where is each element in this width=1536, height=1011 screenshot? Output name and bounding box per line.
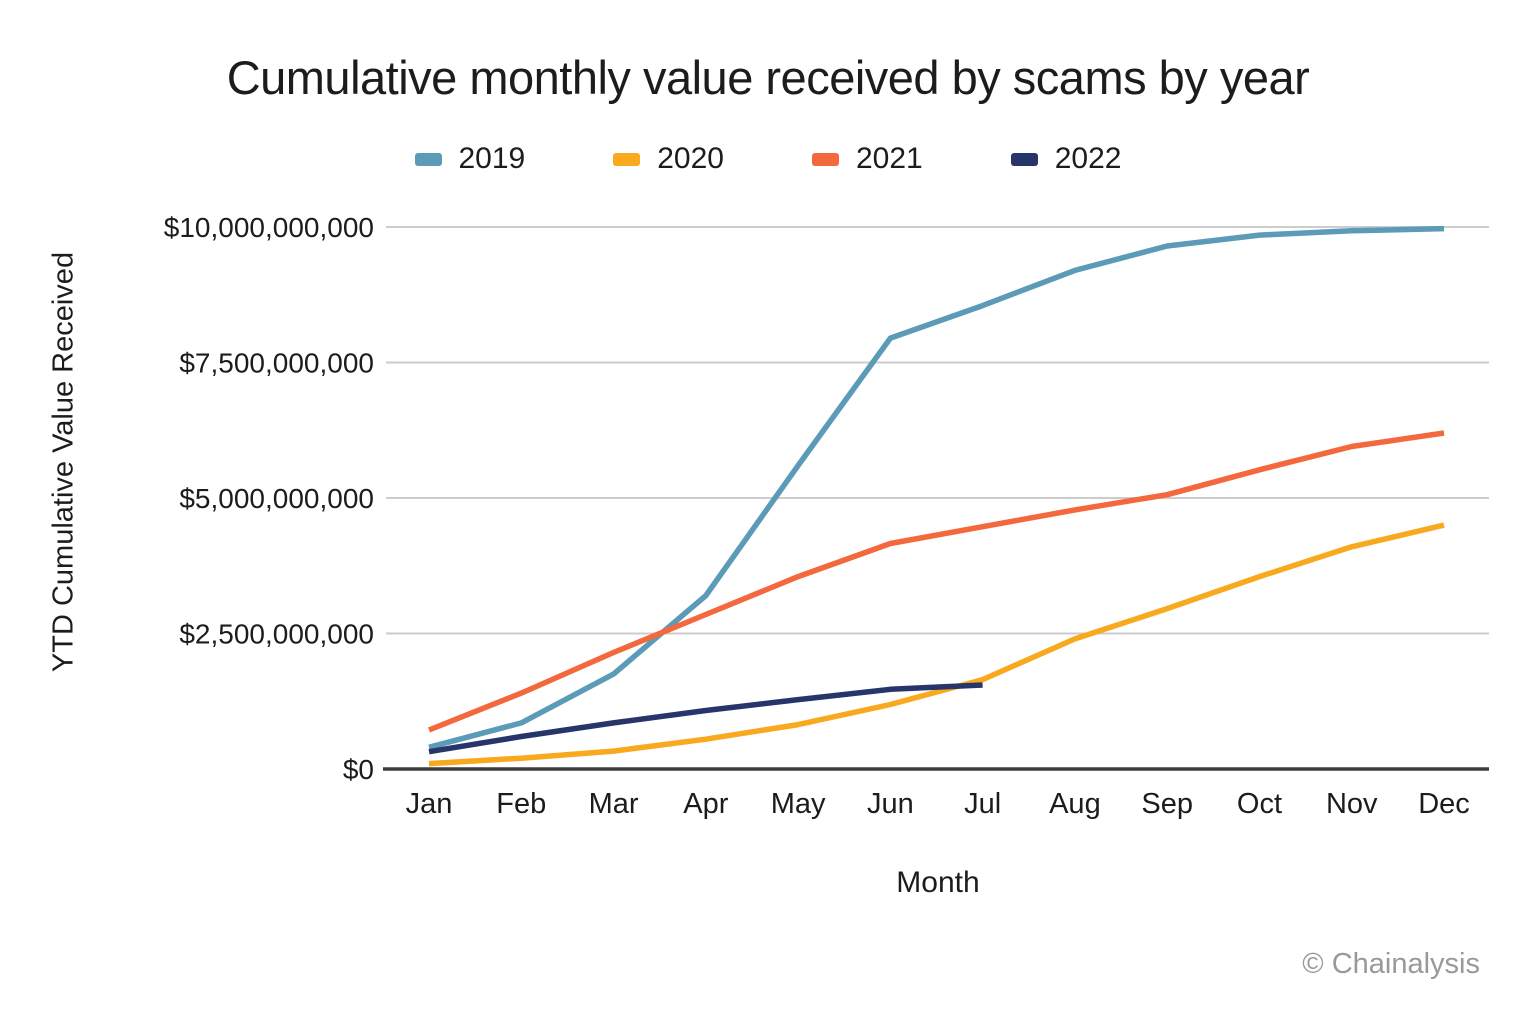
x-axis-title: Month bbox=[896, 866, 980, 899]
series-line-2020 bbox=[428, 522, 1445, 767]
legend-item-2020: 2020 bbox=[613, 142, 724, 176]
y-tick-label: $5,000,000,000 bbox=[179, 483, 374, 514]
legend-label-2020: 2020 bbox=[657, 142, 724, 175]
series-line-2022 bbox=[428, 682, 983, 755]
x-tick-label: May bbox=[771, 788, 826, 820]
y-tick-label: $7,500,000,000 bbox=[179, 348, 374, 379]
series-line-2021 bbox=[427, 430, 1445, 733]
x-tick-label: Jul bbox=[964, 788, 1001, 820]
legend-swatch-2021 bbox=[812, 152, 839, 166]
y-axis-title: YTD Cumulative Value Received bbox=[47, 251, 80, 673]
x-tick-label: Mar bbox=[589, 788, 639, 820]
x-tick-label: Oct bbox=[1237, 788, 1282, 820]
x-tick-label: Nov bbox=[1326, 788, 1378, 820]
legend-item-2022: 2022 bbox=[1010, 142, 1122, 176]
legend-label-2021: 2021 bbox=[856, 142, 923, 175]
series-line-2019 bbox=[428, 225, 1445, 750]
legend-swatch-2019 bbox=[414, 152, 442, 166]
legend-item-2019: 2019 bbox=[414, 142, 526, 176]
y-tick-label: $2,500,000,000 bbox=[179, 619, 374, 650]
legend-swatch-2020 bbox=[613, 152, 641, 166]
x-tick-label: Apr bbox=[683, 788, 728, 820]
chart-legend: 2019 2020 2021 2022 bbox=[0, 142, 1536, 176]
legend-label-2019: 2019 bbox=[458, 142, 526, 175]
y-tick-label: $0 bbox=[343, 754, 374, 785]
legend-swatch-2022 bbox=[1010, 152, 1038, 166]
legend-label-2022: 2022 bbox=[1054, 142, 1122, 175]
x-tick-label: Dec bbox=[1418, 788, 1470, 820]
y-tick-label: $10,000,000,000 bbox=[164, 212, 374, 243]
chart-title: Cumulative monthly value received by sca… bbox=[226, 51, 1310, 104]
x-tick-label: Aug bbox=[1049, 788, 1101, 820]
x-tick-label: Jan bbox=[406, 788, 453, 820]
x-tick-label: Sep bbox=[1141, 788, 1193, 820]
x-tick-label: Feb bbox=[496, 788, 546, 820]
chainalysis-watermark: © Chainalysis bbox=[1302, 948, 1480, 980]
x-tick-label: Jun bbox=[867, 788, 914, 820]
legend-item-2021: 2021 bbox=[812, 142, 923, 176]
